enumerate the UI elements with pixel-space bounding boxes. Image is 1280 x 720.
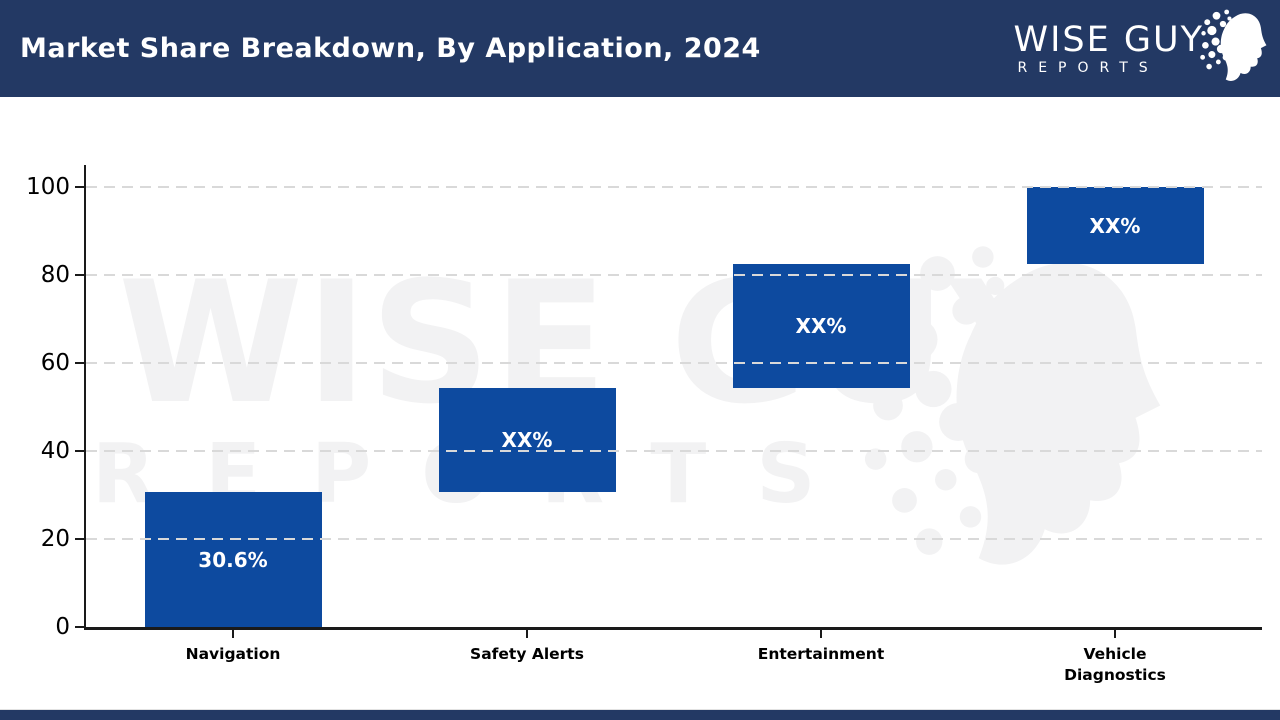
watermark-head-icon [864,246,1161,565]
wiseguy-logo-wordmark: WISE GUY [1013,19,1204,60]
x-tick-label-0: Navigation [185,645,281,663]
bottom-accent-bar [0,710,1280,720]
wiseguy-head-icon [1200,9,1267,81]
bottom-hairline [0,709,1280,710]
y-tickmark-0 [75,626,84,628]
y-tickmark-60 [75,362,84,364]
y-tick-label-60: 60 [40,350,70,376]
x-tick-label-3: Vehicle Diagnostics [1064,645,1166,684]
y-tickmark-80 [75,274,84,276]
y-tickmark-100 [75,186,84,188]
chart-canvas: WISE GUY REPORTS 02040608010030.6%Naviga… [0,97,1280,710]
bar-value-label: XX% [501,428,553,453]
x-tickmark-2 [820,629,822,638]
gridline-40 [86,450,1262,452]
gridline-20 [86,538,1262,540]
wiseguy-logo-subtitle: REPORTS [1017,59,1159,76]
x-tickmark-0 [232,629,234,638]
wiseguy-logo: WISE GUY REPORTS [1013,6,1280,92]
page-title: Market Share Breakdown, By Application, … [20,33,761,64]
y-tick-label-40: 40 [40,438,70,464]
x-tickmark-1 [526,629,528,638]
gridline-80 [86,274,1262,276]
y-tick-label-20: 20 [40,526,70,552]
header-bar: Market Share Breakdown, By Application, … [0,0,1280,97]
y-tickmark-20 [75,538,84,540]
bar-vehicle-diagnostics [1026,187,1204,264]
x-tick-label-1: Safety Alerts [470,645,584,663]
y-tick-label-80: 80 [40,262,70,288]
bar-navigation [144,492,322,627]
x-axis-spine [84,627,1262,630]
gridline-100 [86,186,1262,188]
y-tick-label-100: 100 [26,174,70,200]
bar-entertainment [732,264,910,389]
bar-value-label: 30.6% [198,547,268,572]
x-tickmark-3 [1114,629,1116,638]
y-tickmark-40 [75,450,84,452]
y-axis-spine [84,165,86,629]
x-tick-label-2: Entertainment [757,645,885,663]
gridline-60 [86,362,1262,364]
bar-value-label: XX% [1089,213,1141,238]
wiseguy-logo-text: WISE GUY REPORTS [1013,19,1204,76]
bar-safety-alerts [438,388,616,493]
bar-value-label: XX% [795,314,847,339]
y-tick-label-0: 0 [55,614,70,640]
